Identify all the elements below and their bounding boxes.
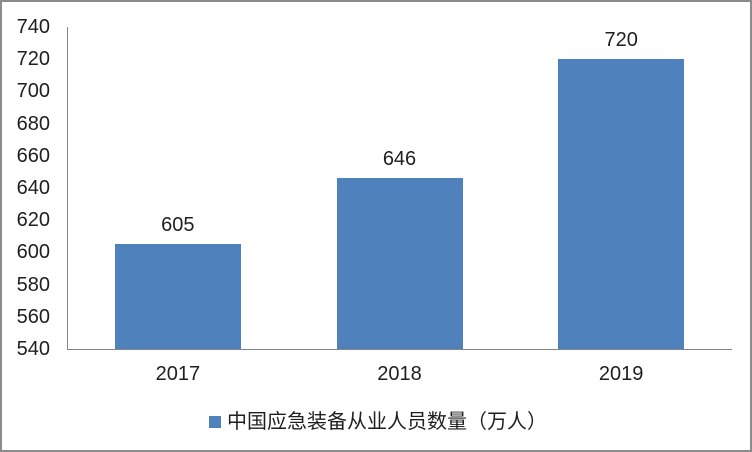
y-axis-tick-label: 700: [16, 80, 50, 103]
y-axis-tick-label: 620: [16, 209, 50, 232]
y-axis-tick-label: 600: [16, 241, 50, 264]
y-axis-tick-label: 720: [16, 48, 50, 71]
y-axis-line: [67, 27, 68, 350]
x-axis-line: [67, 349, 732, 350]
y-axis-tick-label: 660: [16, 144, 50, 167]
bar-value-label: 646: [382, 148, 417, 171]
bar: [336, 178, 463, 349]
bar-value-label: 605: [161, 214, 195, 237]
legend-swatch-icon: [209, 416, 221, 428]
y-axis-tick-label: 740: [16, 16, 50, 38]
bar: [558, 59, 685, 349]
x-axis-category-label: 2017: [155, 363, 201, 385]
y-axis-tick-label: 640: [16, 177, 50, 199]
y-axis-tick-label: 560: [16, 305, 50, 328]
x-axis-category-label: 2019: [598, 363, 644, 385]
legend: 中国应急装备从业人员数量（万人）: [2, 408, 750, 436]
legend-label: 中国应急装备从业人员数量（万人）: [227, 411, 547, 433]
y-axis-tick-label: 540: [16, 338, 50, 360]
bar-value-label: 720: [604, 29, 638, 52]
bar: [114, 244, 241, 349]
y-axis-tick-label: 680: [16, 112, 50, 135]
y-axis-tick-label: 580: [16, 273, 50, 296]
x-axis-category-label: 2018: [377, 363, 422, 385]
